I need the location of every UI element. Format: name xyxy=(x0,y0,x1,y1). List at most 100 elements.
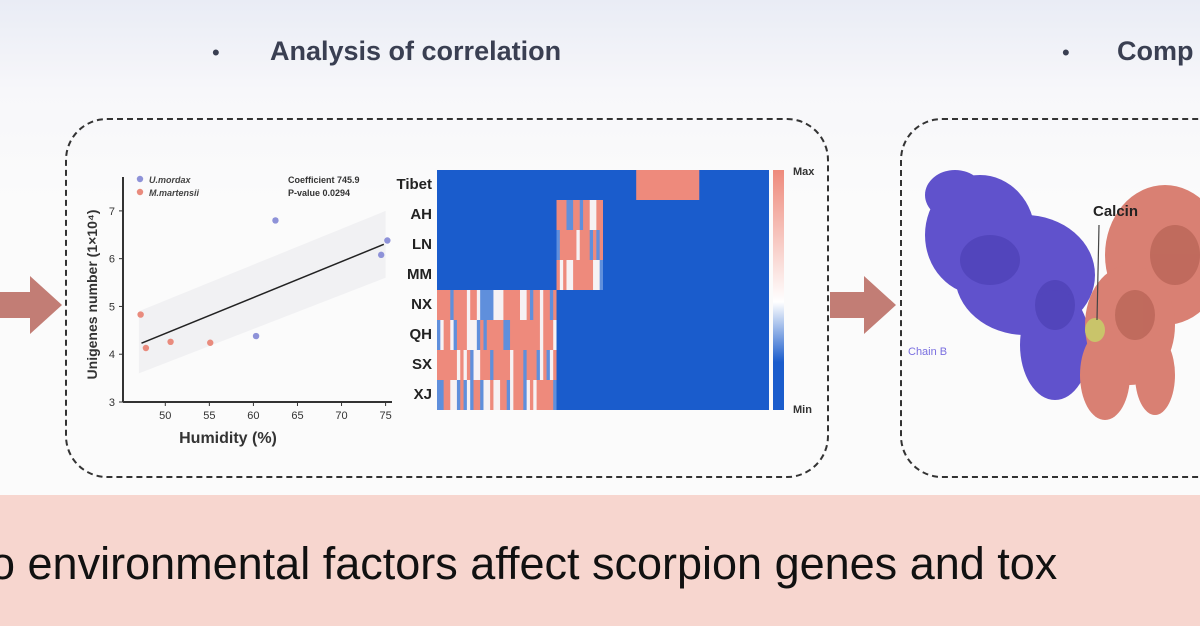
heatmap-cell xyxy=(626,200,631,231)
heatmap-cell xyxy=(593,350,597,381)
heatmap-cell xyxy=(702,170,707,201)
heatmap-cell xyxy=(752,260,757,291)
heatmap-cell xyxy=(732,290,737,321)
heatmap-cell xyxy=(606,230,611,261)
heatmap-cell xyxy=(516,260,521,291)
heatmap-cell xyxy=(619,380,624,410)
heatmap-cell xyxy=(556,380,561,410)
heatmap-cell xyxy=(506,260,511,291)
heatmap-cell xyxy=(503,230,508,261)
heatmap-cell xyxy=(656,170,661,201)
heatmap-cell xyxy=(652,320,657,351)
heatmap-cell xyxy=(719,320,724,351)
heatmap-cell xyxy=(553,320,558,351)
heatmap-cell xyxy=(483,380,488,410)
heatmap-cell xyxy=(686,200,690,231)
heatmap-cell xyxy=(609,260,614,291)
heatmap-cell xyxy=(476,170,481,201)
heatmap-cell xyxy=(546,320,551,351)
heatmap-cell xyxy=(709,320,714,351)
heatmap-cell xyxy=(762,380,767,410)
heatmap-cell xyxy=(612,320,617,351)
heatmap-cell xyxy=(440,380,445,410)
heatmap-cell xyxy=(745,290,750,321)
heatmap-cell xyxy=(520,320,524,351)
heatmap-cell xyxy=(739,230,744,261)
heatmap-cell xyxy=(553,230,558,261)
heatmap-cell xyxy=(649,260,654,291)
heatmap-cell xyxy=(533,350,538,381)
heatmap-cell xyxy=(599,170,604,201)
heatmap-cell xyxy=(520,350,524,381)
heatmap-cell xyxy=(646,170,651,201)
heatmap-cell xyxy=(725,200,730,231)
heatmap-cell xyxy=(536,320,541,351)
heatmap-cell xyxy=(513,380,518,410)
heatmap-cell xyxy=(437,350,441,381)
heatmap-cell xyxy=(546,380,551,410)
heatmap-cell xyxy=(732,380,737,410)
heatmap-cell xyxy=(762,260,767,291)
heatmap-cell xyxy=(480,200,485,231)
heatmap-cell xyxy=(695,200,700,231)
x-tick-label: 60 xyxy=(247,410,259,422)
heatmap-cell xyxy=(596,380,601,410)
heatmap-cell xyxy=(453,350,458,381)
heatmap-cell xyxy=(443,290,448,321)
heatmap-cell xyxy=(583,260,587,291)
heatmap-cell xyxy=(649,200,654,231)
heatmap-cell xyxy=(520,380,524,410)
heatmap-cell xyxy=(466,170,471,201)
heatmap-cell xyxy=(642,350,647,381)
heatmap-cell xyxy=(725,290,730,321)
heatmap-cell xyxy=(576,230,581,261)
banner-text: o environmental factors affect scorpion … xyxy=(0,538,1058,589)
heatmap-cell xyxy=(593,260,597,291)
heatmap-cell xyxy=(619,290,624,321)
heatmap-cell xyxy=(536,260,541,291)
heatmap-cell xyxy=(749,230,753,261)
heatmap-cell xyxy=(539,320,544,351)
heatmap-cell xyxy=(583,230,587,261)
heatmap-cell xyxy=(739,260,744,291)
heatmap-cell xyxy=(632,320,637,351)
heatmap-cell xyxy=(682,320,687,351)
heatmap-cell xyxy=(679,290,684,321)
heatmap-cell xyxy=(586,200,591,231)
heatmap-cell xyxy=(526,230,531,261)
heatmap-cell xyxy=(569,350,574,381)
heatmap-cell xyxy=(722,260,727,291)
row-label: MM xyxy=(407,266,432,283)
heatmap-cell xyxy=(749,260,753,291)
heatmap-cell xyxy=(659,290,664,321)
heatmap-cell xyxy=(755,350,760,381)
heatmap-cell xyxy=(666,170,670,201)
heatmap-cell xyxy=(649,230,654,261)
heatmap-cell xyxy=(500,350,504,381)
heatmap-cell xyxy=(676,380,680,410)
heatmap-cell xyxy=(553,290,558,321)
heatmap-cell xyxy=(629,380,634,410)
scatter-plot: 50 55 60 65 70 75 3 4 5 6 7 U.mordax M.martensii Coef… xyxy=(84,175,392,447)
heatmap-cell xyxy=(646,320,651,351)
heatmap-cell xyxy=(676,230,680,261)
heatmap-cell xyxy=(609,320,614,351)
heatmap-cell xyxy=(526,290,531,321)
heatmap-cell xyxy=(715,200,720,231)
heatmap-cell xyxy=(473,290,478,321)
heatmap-cell xyxy=(529,230,534,261)
heatmap-cell xyxy=(626,290,631,321)
heatmap-cell xyxy=(586,350,591,381)
heatmap-cell xyxy=(755,320,760,351)
colorbar-min: Min xyxy=(793,404,812,416)
heatmap-cell xyxy=(500,230,504,261)
legend-label: U.mordax xyxy=(149,175,192,185)
heatmap-cell xyxy=(616,170,621,201)
heatmap-cell xyxy=(629,260,634,291)
heatmap-cell xyxy=(510,260,514,291)
heatmap-cell xyxy=(679,260,684,291)
data-point xyxy=(142,344,150,352)
heatmap-cell xyxy=(719,170,724,201)
heatmap-cell xyxy=(609,350,614,381)
heatmap-cell xyxy=(702,230,707,261)
